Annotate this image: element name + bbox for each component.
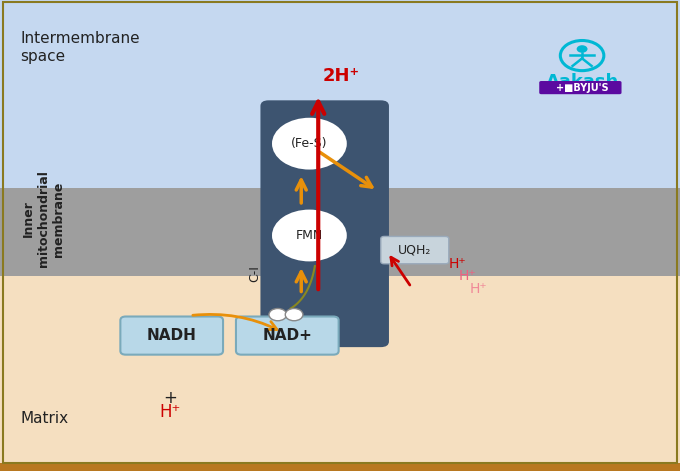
Text: FMN: FMN [296, 229, 323, 242]
Text: H⁺: H⁺ [449, 257, 466, 271]
Text: +: + [163, 389, 177, 407]
Bar [0, 0, 680, 188]
Text: Intermembrane: Intermembrane [20, 31, 140, 46]
Text: Aakash: Aakash [545, 73, 619, 91]
Text: H⁺: H⁺ [459, 269, 477, 284]
Text: NAD+: NAD+ [262, 328, 312, 343]
FancyBboxPatch shape [120, 317, 223, 355]
Text: space: space [20, 49, 65, 65]
Text: Inner
mitochondrial
membrane: Inner mitochondrial membrane [22, 171, 65, 268]
FancyBboxPatch shape [236, 317, 339, 355]
FancyBboxPatch shape [381, 236, 449, 264]
Text: C-I: C-I [248, 265, 262, 282]
Circle shape [272, 210, 347, 261]
Text: Matrix: Matrix [20, 411, 69, 426]
Circle shape [577, 45, 588, 53]
Circle shape [272, 118, 347, 170]
Text: UQH₂: UQH₂ [398, 244, 432, 257]
Bar [0, 188, 680, 276]
Circle shape [269, 309, 286, 321]
Text: H⁺: H⁺ [469, 282, 487, 296]
FancyBboxPatch shape [539, 81, 622, 94]
Text: NADH: NADH [147, 328, 197, 343]
Text: (Fe-S): (Fe-S) [291, 137, 328, 150]
Text: H⁺: H⁺ [159, 403, 181, 421]
Bar [0, 463, 680, 471]
Bar [0, 276, 680, 471]
FancyBboxPatch shape [260, 100, 389, 347]
Text: 2H⁺: 2H⁺ [323, 67, 360, 85]
Circle shape [286, 309, 303, 321]
Text: +■BYJU'S: +■BYJU'S [556, 82, 609, 93]
